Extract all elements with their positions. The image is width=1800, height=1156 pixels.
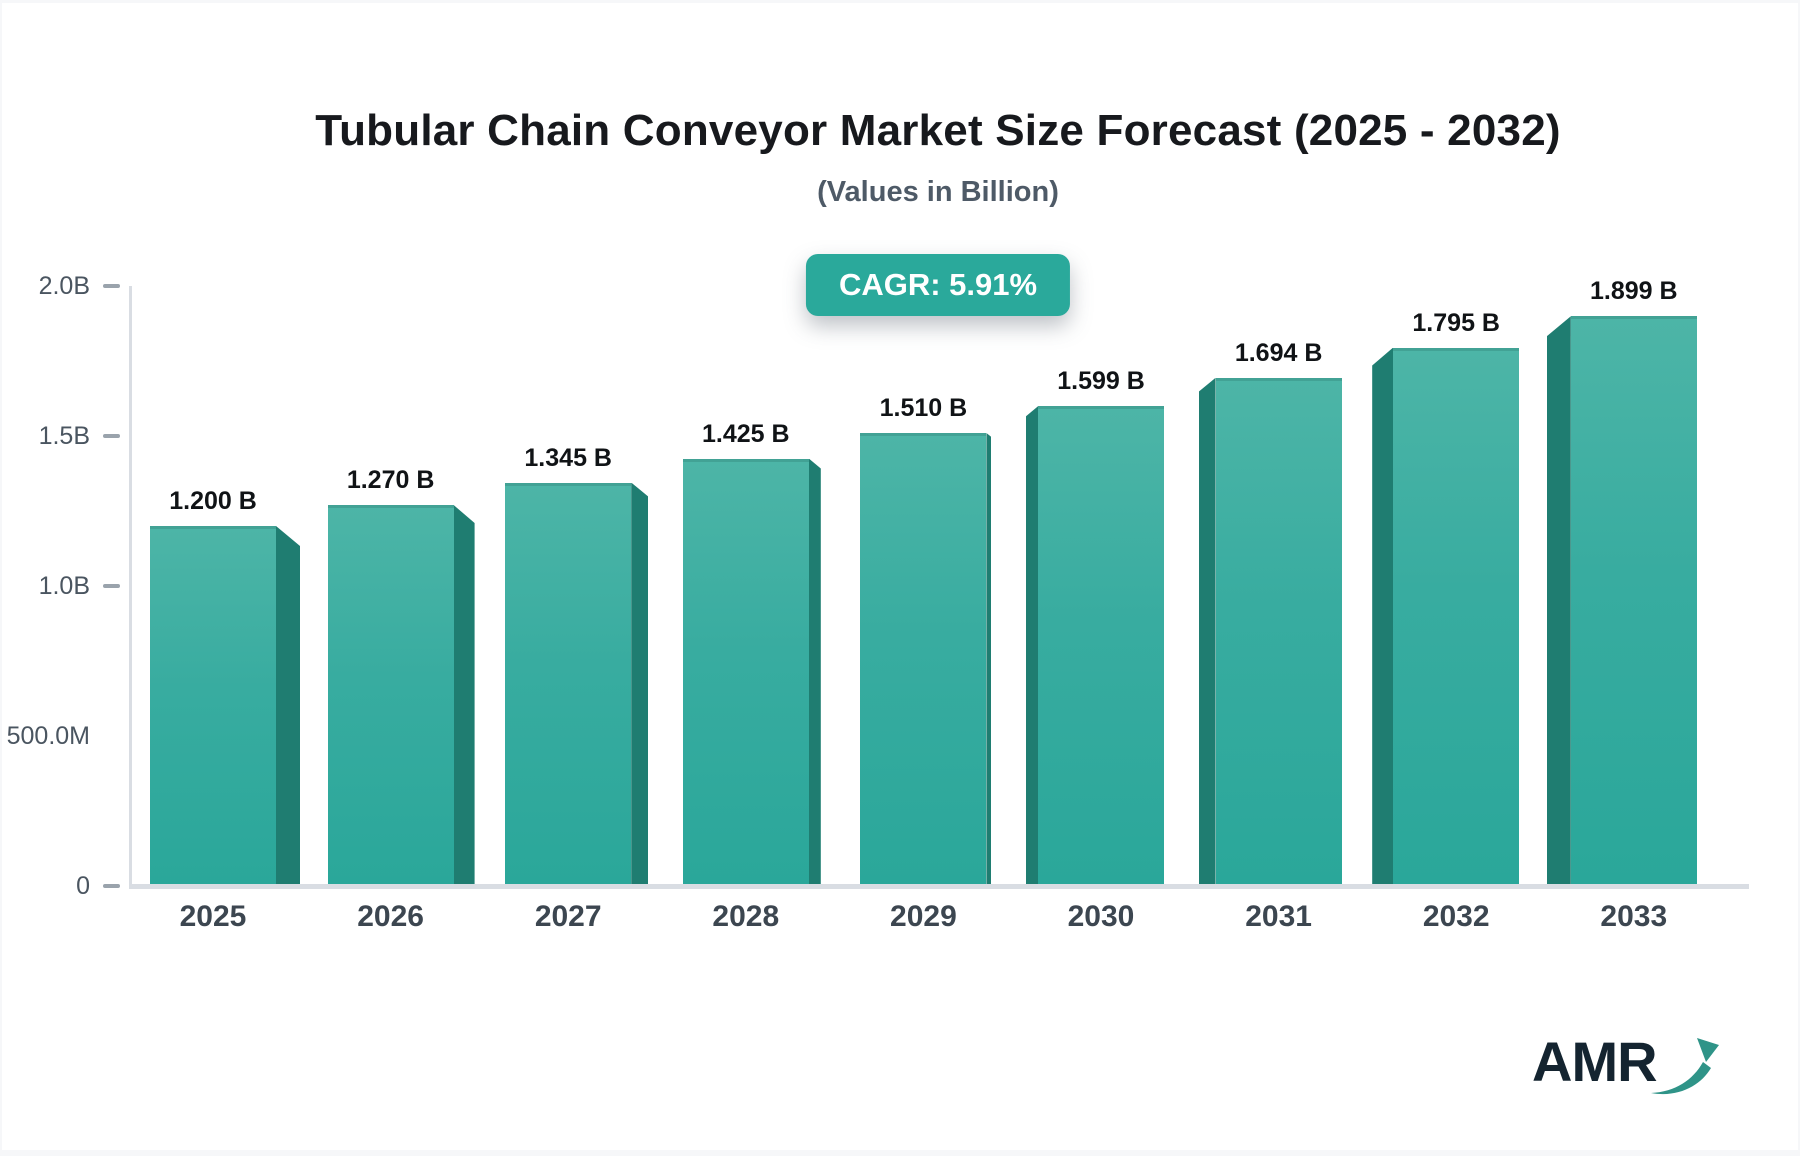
bar-2030 (1038, 406, 1164, 886)
brand-logo-text: AMR (1532, 1030, 1658, 1093)
bar-value-label-2030: 1.599 B (1057, 367, 1145, 396)
bar-3d-side-2030 (1026, 406, 1038, 886)
y-axis-tick-dash (103, 434, 120, 438)
cagr-badge: CAGR: 5.91% (805, 254, 1071, 316)
bar-2033 (1570, 316, 1697, 886)
bar-2026 (327, 505, 454, 886)
growth-arrow-icon (1649, 1036, 1719, 1103)
bar-value-label-2027: 1.345 B (524, 443, 612, 472)
x-axis-tick-label-2028: 2028 (712, 900, 780, 933)
y-axis-tick-label: 1.0B (38, 572, 90, 600)
bar-3d-side-2032 (1372, 347, 1394, 886)
bar-2027 (505, 482, 632, 886)
bar-3d-side-2025 (276, 526, 300, 886)
y-axis-tick-label: 2.0B (38, 272, 90, 300)
bar-value-label-2025: 1.200 B (169, 487, 257, 515)
x-axis-tick-label-2032: 2032 (1422, 900, 1490, 933)
x-axis-tick-label-2025: 2025 (179, 900, 247, 933)
bar-value-label-2029: 1.510 B (879, 394, 968, 422)
bar-3d-side-2027 (631, 482, 649, 886)
bar-value-label-2026: 1.270 B (346, 466, 435, 494)
chart-title: Tubular Chain Conveyor Market Size Forec… (315, 106, 1561, 155)
bar-2025 (150, 526, 276, 886)
y-axis-tick-label: 1.5B (38, 422, 90, 450)
y-axis-tick-label: 0 (76, 872, 90, 900)
bar-value-label-2033: 1.899 B (1590, 277, 1678, 306)
x-axis-tick-label-2027: 2027 (534, 900, 602, 933)
x-axis-tick-label-2026: 2026 (357, 900, 424, 933)
top-edge-strip (0, 0, 1800, 3)
bar-3d-side-2026 (453, 505, 475, 886)
x-axis-tick-label-2029: 2029 (890, 900, 957, 933)
bar-value-label-2028: 1.425 B (702, 419, 790, 448)
y-axis-tick-dash (103, 584, 120, 588)
chart-subtitle: (Values in Billion) (817, 176, 1059, 208)
y-axis-line (129, 286, 132, 887)
bar-2028 (682, 458, 809, 886)
bar-2029 (860, 433, 987, 886)
y-axis-tick-label: 500.0M (6, 722, 90, 750)
bar-3d-side-2033 (1546, 316, 1571, 886)
bar-value-label-2031: 1.694 B (1234, 338, 1323, 367)
x-axis-tick-label-2030: 2030 (1067, 900, 1135, 933)
bar-3d-side-2028 (808, 458, 821, 886)
bottom-edge-strip (0, 1150, 1800, 1156)
bar-value-label-2032: 1.795 B (1412, 308, 1500, 337)
x-axis-tick-label-2031: 2031 (1245, 900, 1312, 933)
brand-logo: AMR (1532, 1030, 1719, 1103)
bar-2031 (1215, 377, 1342, 886)
y-axis-tick-dash (103, 284, 120, 288)
bar-2032 (1393, 347, 1520, 886)
x-axis-tick-label-2033: 2033 (1600, 900, 1668, 933)
bar-3d-side-2031 (1198, 377, 1216, 886)
y-axis-tick-dash (103, 884, 120, 888)
x-axis-baseline (129, 884, 1749, 889)
bar-3d-side-2029 (986, 433, 992, 886)
